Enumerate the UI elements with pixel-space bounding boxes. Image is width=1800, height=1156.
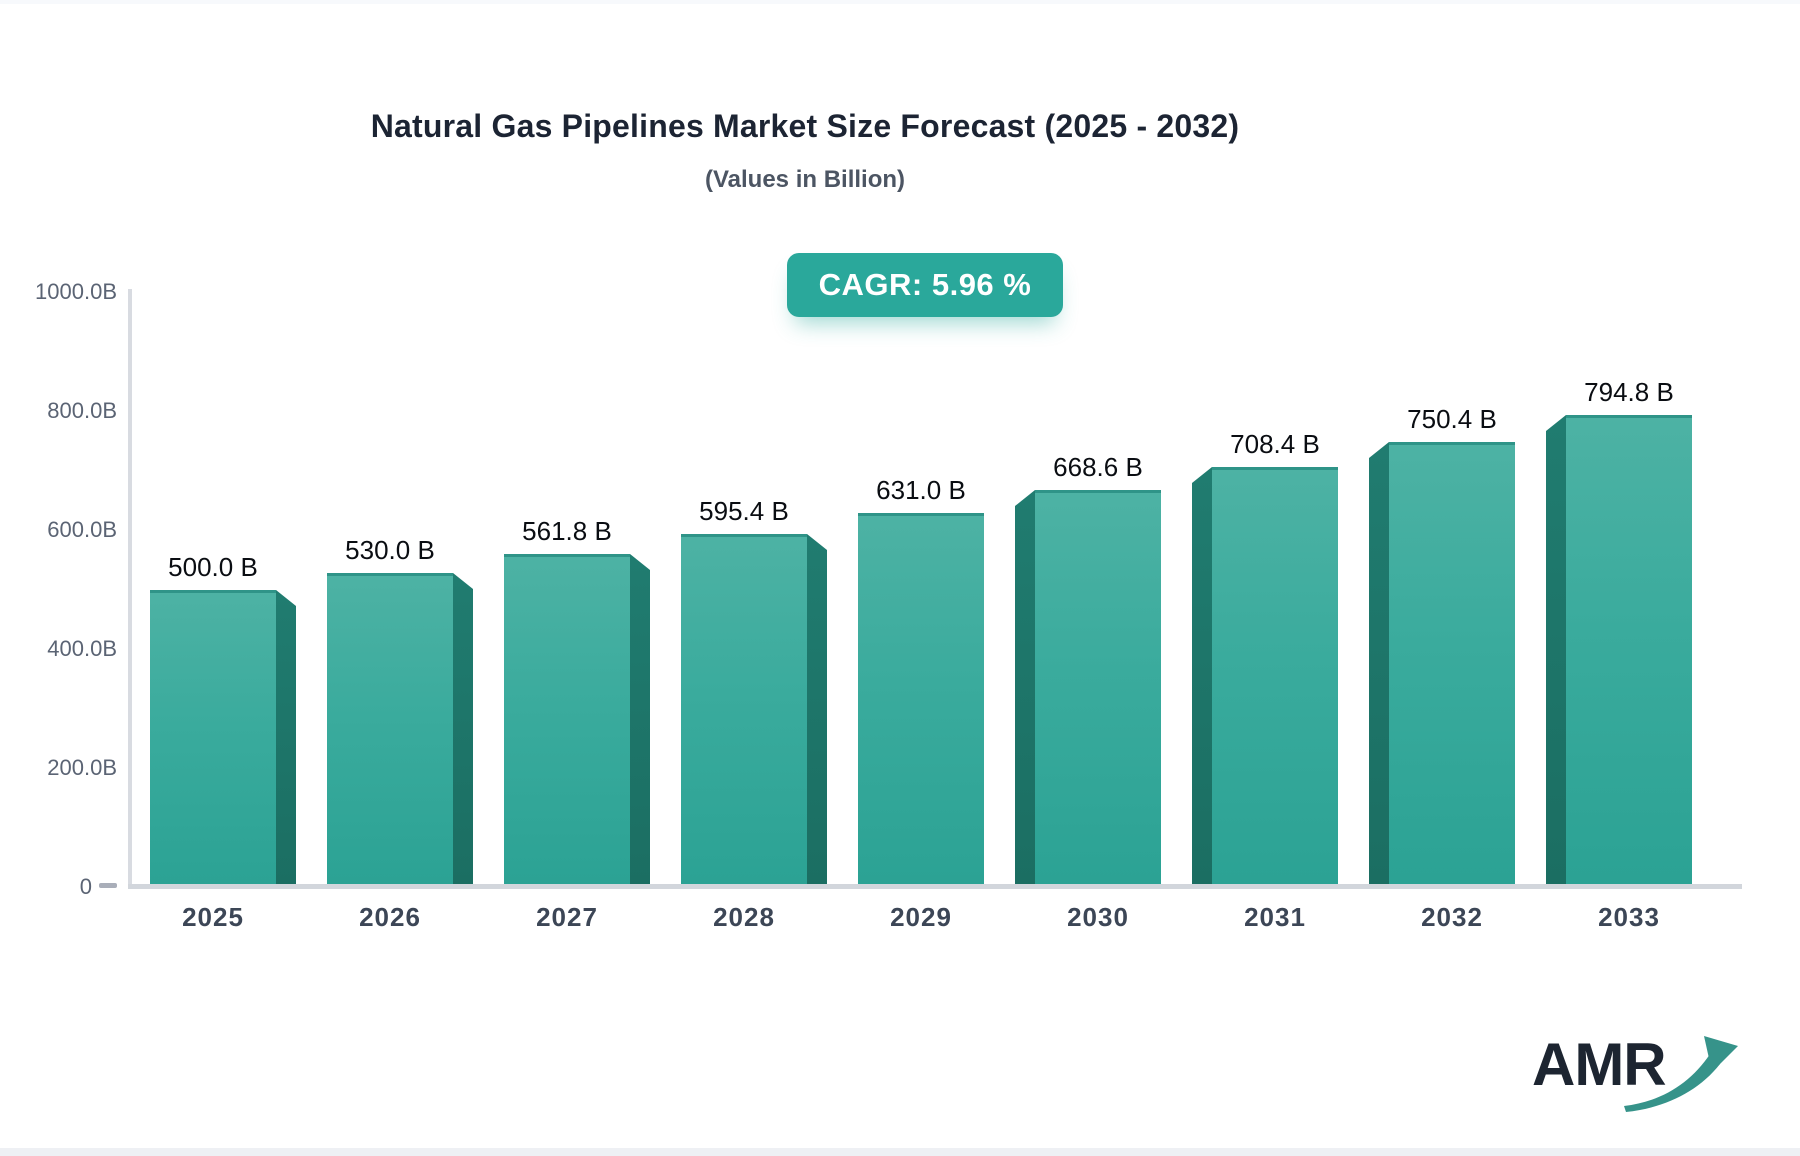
- amr-logo-text: AMR: [1532, 1031, 1667, 1098]
- y-tick-label: 800.0B: [47, 398, 117, 423]
- y-tick-label: 200.0B: [47, 755, 117, 780]
- page-top-border: [0, 0, 1800, 4]
- chart-title: Natural Gas Pipelines Market Size Foreca…: [370, 108, 1240, 144]
- bar-side-face: [1015, 490, 1035, 888]
- bar-2028: [681, 534, 807, 888]
- x-axis-label-2031: 2031: [1244, 902, 1306, 932]
- bar-side-face: [276, 590, 296, 888]
- growth-arrow-icon: [1624, 1036, 1738, 1112]
- x-axis-label-2027: 2027: [536, 902, 598, 932]
- bar-2030: [1035, 490, 1161, 888]
- bar-2025: [150, 590, 276, 888]
- y-tick-label: 600.0B: [47, 517, 117, 542]
- x-axis-label-2030: 2030: [1067, 902, 1129, 932]
- bar-value-label: 631.0 B: [876, 475, 966, 505]
- bar-side-face: [1546, 415, 1566, 888]
- bar-value-label: 668.6 B: [1053, 452, 1143, 482]
- bar-side-face: [1192, 467, 1212, 888]
- y-tick-label: 1000.0B: [35, 279, 117, 304]
- y-tick-label: 0: [0, 874, 117, 900]
- bar-side-face: [1369, 442, 1389, 888]
- chart-subtitle: (Values in Billion): [704, 166, 906, 193]
- bar-value-label: 708.4 B: [1230, 429, 1320, 459]
- bar-2033: [1566, 415, 1692, 888]
- bar-side-face: [453, 573, 473, 888]
- bar-value-label: 561.8 B: [522, 516, 612, 546]
- bar-value-label: 595.4 B: [699, 496, 789, 526]
- x-axis-label-2032: 2032: [1421, 902, 1483, 932]
- bar-side-face: [630, 554, 650, 888]
- cagr-badge: CAGR: 5.96 %: [787, 253, 1063, 317]
- bar-value-label: 750.4 B: [1407, 404, 1497, 434]
- bar-value-label: 794.8 B: [1584, 377, 1674, 407]
- bar-2027: [504, 554, 630, 888]
- bar-side-face: [807, 534, 827, 888]
- bar-2029: [858, 513, 984, 888]
- x-axis-label-2029: 2029: [890, 902, 952, 932]
- y-axis-line: [128, 289, 132, 888]
- bar-2026: [327, 573, 453, 888]
- bar-2031: [1212, 467, 1338, 888]
- page-bottom-border: [0, 1148, 1800, 1156]
- bar-value-label: 530.0 B: [345, 535, 435, 565]
- x-axis-label-2026: 2026: [359, 902, 421, 932]
- x-axis-label-2028: 2028: [713, 902, 775, 932]
- amr-logo: AMR: [1528, 1022, 1738, 1122]
- x-axis-label-2033: 2033: [1598, 902, 1660, 932]
- bar-value-label: 500.0 B: [168, 552, 258, 582]
- zero-tick-mark: [99, 883, 117, 888]
- x-axis-line: [128, 884, 1742, 889]
- y-tick-label: 400.0B: [47, 636, 117, 661]
- x-axis-label-2025: 2025: [182, 902, 244, 932]
- bar-2032: [1389, 442, 1515, 888]
